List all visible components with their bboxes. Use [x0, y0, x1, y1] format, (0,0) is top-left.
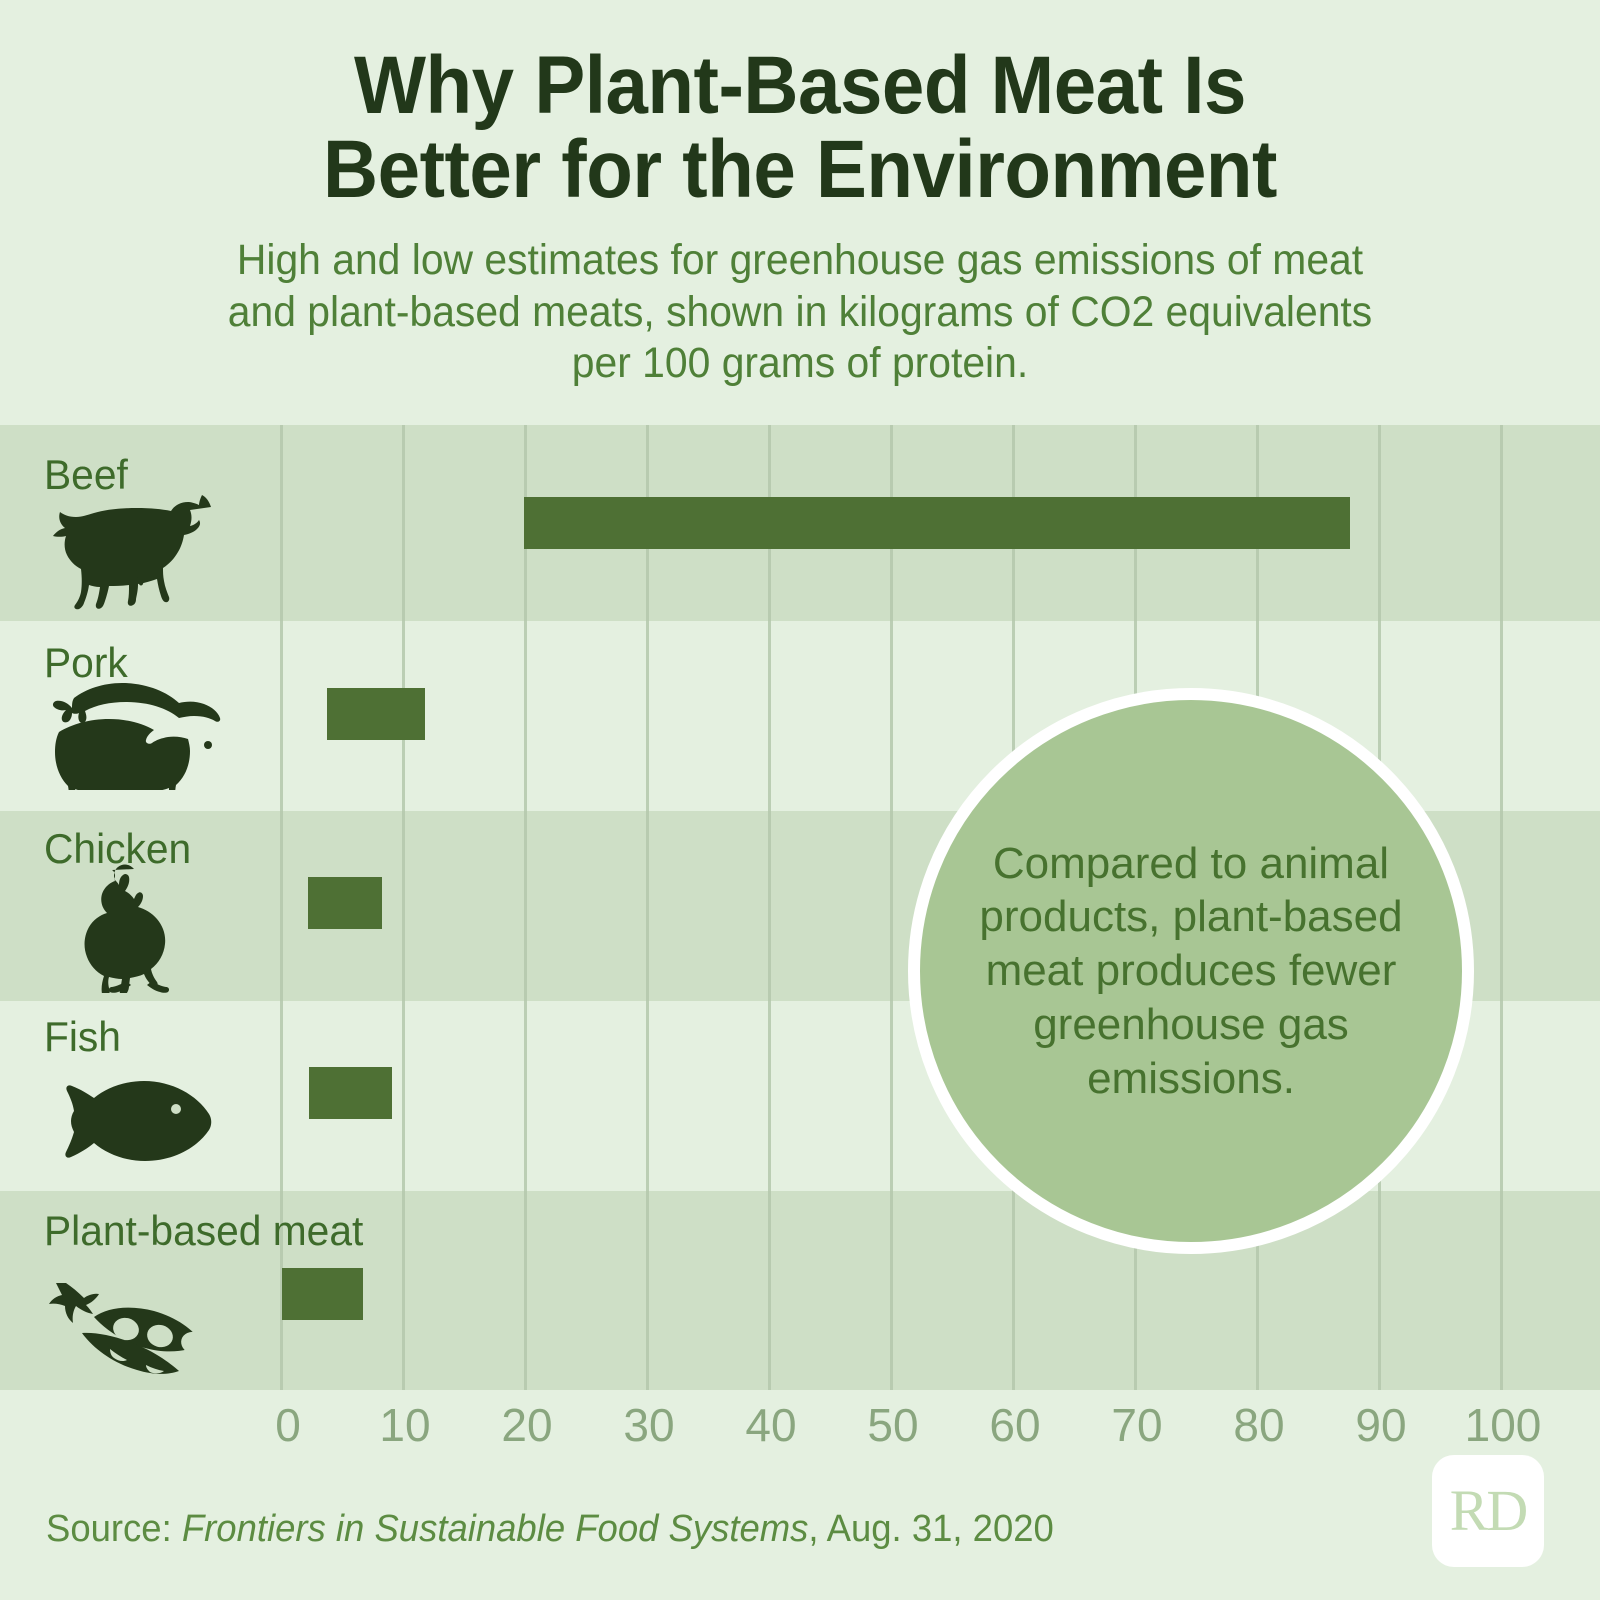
rd-logo-text: RD [1449, 1478, 1529, 1543]
fish-icon [48, 1073, 228, 1163]
x-tick-80: 80 [1233, 1399, 1285, 1451]
row-label-chicken: Chicken [44, 825, 192, 872]
callout-circle: Compared to animal products, plant-based… [908, 688, 1474, 1254]
source-suffix: , Aug. 31, 2020 [808, 1508, 1054, 1550]
x-tick-50: 50 [867, 1399, 919, 1451]
page-subtitle: High and low estimates for greenhouse ga… [227, 236, 1373, 388]
x-axis: 0 10 20 30 40 50 60 70 80 90 100 [0, 1390, 1600, 1480]
x-tick-30: 30 [623, 1399, 675, 1451]
x-tick-20: 20 [501, 1399, 553, 1451]
bar-fish [309, 1067, 392, 1119]
gridline-20 [524, 425, 527, 1390]
footer: Source: Frontiers in Sustainable Food Sy… [0, 1480, 1600, 1600]
page-title: Why Plant-Based Meat Is Better for the E… [323, 40, 1277, 215]
pig-icon [42, 675, 222, 790]
gridline-30 [646, 425, 649, 1390]
source-prefix: Source: [46, 1508, 182, 1550]
callout-text: Compared to animal products, plant-based… [979, 838, 1403, 1103]
gridline-40 [768, 425, 771, 1390]
gridline-10 [402, 425, 405, 1390]
x-tick-100: 100 [1464, 1399, 1542, 1451]
x-tick-60: 60 [989, 1399, 1041, 1451]
row-label-pork: Pork [44, 639, 128, 686]
gridline-100 [1500, 425, 1503, 1390]
rd-logo: RD [1432, 1455, 1544, 1567]
bar-plantbased [282, 1268, 363, 1320]
x-tick-0: 0 [275, 1399, 301, 1451]
x-tick-90: 90 [1355, 1399, 1407, 1451]
gridline-50 [890, 425, 893, 1390]
row-label-beef: Beef [44, 451, 128, 498]
row-band-plantbased [0, 1191, 1600, 1390]
x-tick-40: 40 [745, 1399, 797, 1451]
cow-icon [48, 485, 228, 610]
chicken-icon [82, 863, 202, 993]
row-label-plantbased: Plant-based meat [44, 1207, 364, 1254]
bar-beef [524, 497, 1350, 549]
soy-pod-icon [48, 1273, 238, 1383]
row-label-fish: Fish [44, 1013, 121, 1060]
gridline-0 [280, 425, 283, 1390]
x-tick-70: 70 [1111, 1399, 1163, 1451]
header: Why Plant-Based Meat Is Better for the E… [0, 0, 1600, 425]
source-publication: Frontiers in Sustainable Food Systems [181, 1508, 809, 1550]
bar-chicken [308, 877, 382, 929]
source-line: Source: Frontiers in Sustainable Food Sy… [46, 1508, 1054, 1551]
bar-pork [327, 688, 425, 740]
x-tick-10: 10 [379, 1399, 431, 1451]
